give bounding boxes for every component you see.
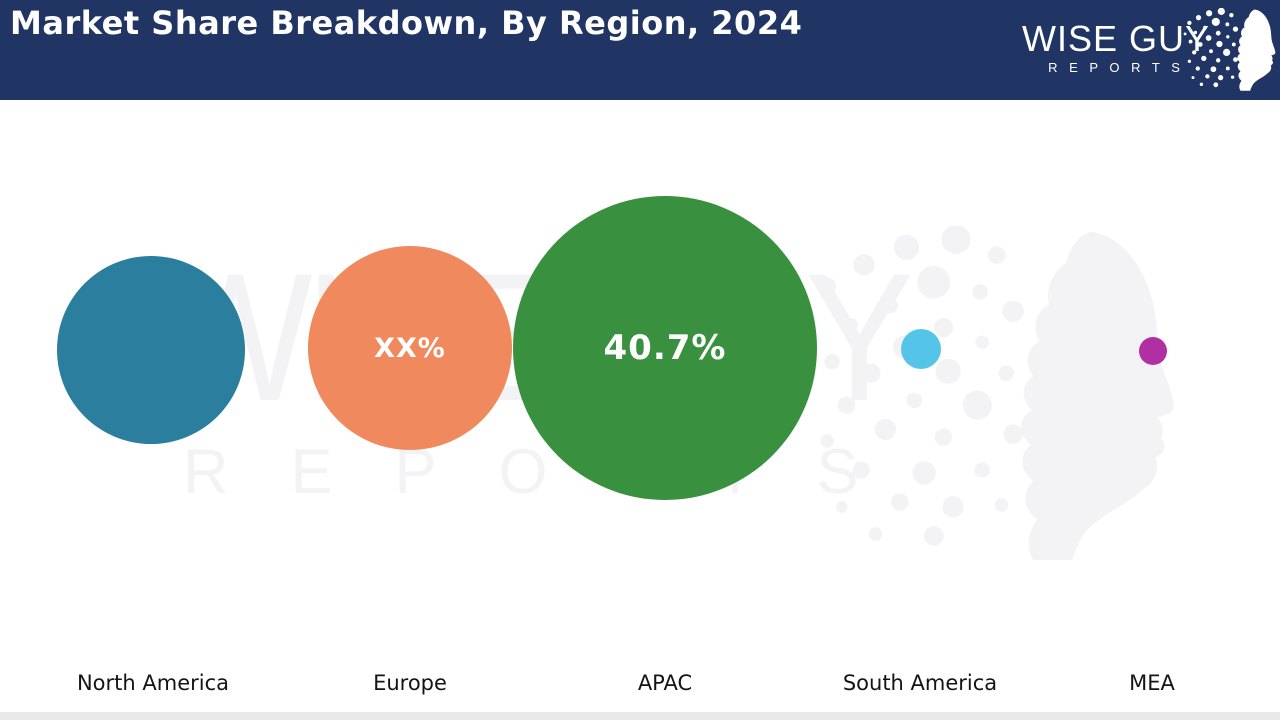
category-label-north-america: North America [76,671,230,695]
page-title: Market Share Breakdown, By Region, 2024 [10,4,803,42]
watermark-tagline: REPORTS [183,437,921,507]
category-label-apac: APAC [637,671,693,695]
header-bar: Market Share Breakdown, By Region, 2024 … [0,0,1280,100]
bubble-value-apac: 40.7% [603,328,727,368]
footer-strip [0,712,1280,720]
category-label-south-america: South America [842,671,998,695]
category-label-europe: Europe [373,671,447,695]
bubble-south-america [901,329,941,369]
bubble-north-america [57,256,245,444]
bubble-value-europe: XX% [374,332,446,364]
bubble-apac: 40.7% [513,196,817,500]
logo-text-block: WISE GUY R E P O R T S [1021,18,1210,76]
logo-wordmark: WISE GUY [1021,18,1210,59]
wiseguy-logo: WISE GUY R E P O R T S [1020,0,1280,100]
bubble-europe: XX% [308,246,512,450]
wiseguy-face-icon [1183,8,1276,91]
bubble-mea [1139,337,1167,365]
logo-tagline: R E P O R T S [1048,60,1184,75]
category-label-mea: MEA [1129,671,1175,695]
watermark-face-icon [803,226,1175,561]
